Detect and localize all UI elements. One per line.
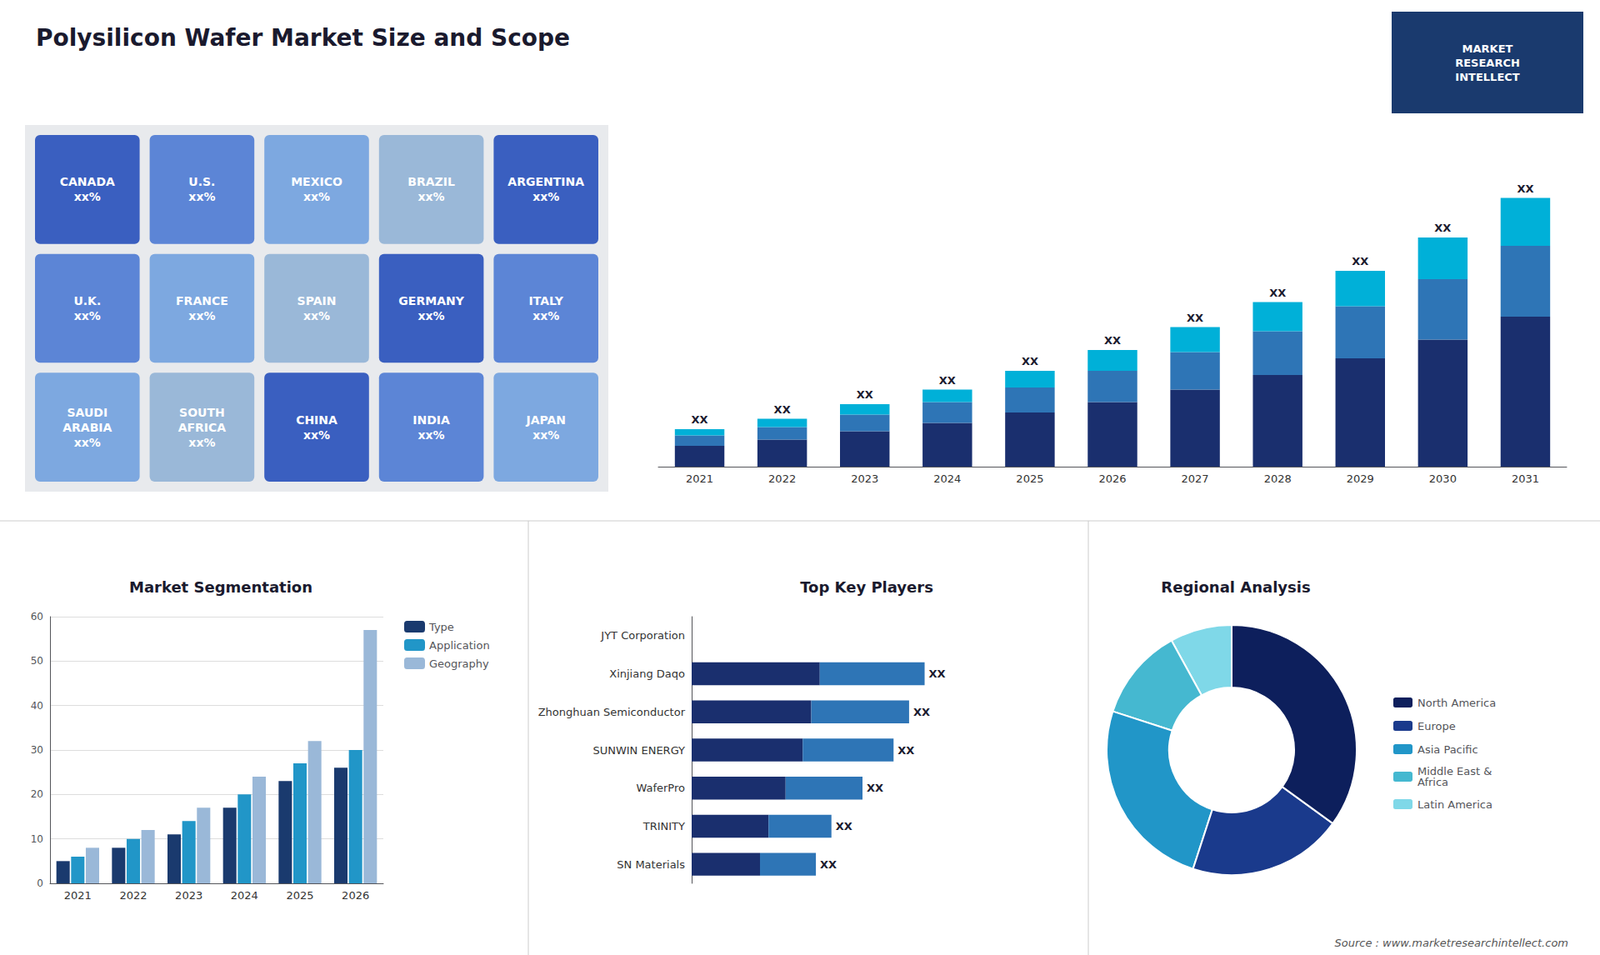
svg-text:XX: XX [1351, 255, 1369, 268]
svg-text:2022: 2022 [119, 889, 147, 902]
svg-text:2026: 2026 [1098, 472, 1126, 485]
svg-text:XX: XX [1269, 286, 1286, 300]
svg-text:Market Segmentation: Market Segmentation [129, 578, 313, 596]
svg-text:2021: 2021 [685, 472, 714, 485]
svg-text:ARGENTINA: ARGENTINA [507, 175, 585, 189]
svg-text:xx%: xx% [418, 428, 445, 442]
svg-text:MARKET: MARKET [1462, 42, 1514, 55]
svg-text:XX: XX [929, 667, 946, 680]
svg-text:2027: 2027 [1181, 472, 1210, 485]
svg-text:2031: 2031 [1511, 472, 1540, 485]
svg-text:U.K.: U.K. [73, 294, 101, 308]
svg-text:2024: 2024 [230, 889, 259, 902]
svg-text:xx%: xx% [74, 435, 101, 450]
svg-text:Regional Analysis: Regional Analysis [1160, 578, 1310, 596]
svg-text:xx%: xx% [303, 190, 330, 204]
svg-text:Xinjiang Daqo: Xinjiang Daqo [609, 667, 685, 680]
svg-text:BRAZIL: BRAZIL [407, 175, 455, 189]
svg-text:U.S.: U.S. [188, 175, 215, 189]
svg-text:xx%: xx% [74, 190, 101, 204]
svg-text:40: 40 [30, 700, 44, 712]
svg-text:2030: 2030 [1429, 472, 1457, 485]
svg-text:2029: 2029 [1346, 472, 1375, 485]
svg-text:JAPAN: JAPAN [525, 413, 566, 427]
svg-text:XX: XX [856, 388, 874, 401]
svg-text:North America: North America [1417, 696, 1496, 710]
svg-text:xx%: xx% [188, 309, 215, 323]
svg-text:ARABIA: ARABIA [62, 420, 112, 435]
svg-text:SAUDI: SAUDI [66, 405, 108, 420]
svg-text:xx%: xx% [303, 309, 330, 323]
svg-text:SN Materials: SN Materials [616, 858, 685, 871]
svg-text:2024: 2024 [933, 472, 961, 485]
svg-text:RESEARCH: RESEARCH [1455, 56, 1520, 70]
svg-text:SOUTH: SOUTH [179, 405, 225, 420]
svg-text:JYT Corporation: JYT Corporation [600, 629, 685, 642]
svg-text:2023: 2023 [850, 472, 879, 485]
svg-text:60: 60 [30, 610, 44, 623]
svg-text:2028: 2028 [1264, 472, 1292, 485]
svg-text:XX: XX [1021, 355, 1039, 368]
svg-text:SUNWIN ENERGY: SUNWIN ENERGY [592, 744, 685, 757]
svg-text:10: 10 [30, 833, 44, 845]
svg-text:2025: 2025 [285, 889, 314, 902]
svg-text:XX: XX [691, 413, 709, 426]
svg-text:xx%: xx% [418, 190, 445, 204]
svg-text:WaferPro: WaferPro [635, 781, 685, 795]
svg-text:INDIA: INDIA [412, 413, 450, 427]
svg-text:XX: XX [774, 403, 791, 416]
svg-text:XX: XX [939, 374, 956, 387]
svg-text:ITALY: ITALY [529, 294, 565, 308]
svg-text:xx%: xx% [74, 309, 101, 323]
svg-text:xx%: xx% [303, 428, 330, 442]
svg-text:Europe: Europe [1417, 720, 1456, 733]
svg-text:XX: XX [1516, 182, 1534, 195]
svg-text:Africa: Africa [1417, 775, 1449, 789]
svg-text:INTELLECT: INTELLECT [1455, 70, 1520, 84]
svg-text:XX: XX [820, 858, 837, 871]
svg-text:2023: 2023 [175, 889, 203, 902]
svg-text:0: 0 [36, 877, 44, 890]
svg-text:XX: XX [1186, 311, 1204, 325]
svg-text:MEXICO: MEXICO [290, 175, 343, 189]
svg-text:XX: XX [897, 744, 915, 757]
svg-text:50: 50 [30, 655, 44, 667]
svg-text:Polysilicon Wafer Market Size: Polysilicon Wafer Market Size and Scope [35, 24, 570, 52]
svg-text:Type: Type [428, 620, 455, 634]
svg-text:xx%: xx% [188, 190, 215, 204]
svg-text:Source : www.marketresearchint: Source : www.marketresearchintellect.com [1335, 936, 1570, 950]
svg-text:Middle East &: Middle East & [1417, 765, 1492, 778]
svg-text:FRANCE: FRANCE [175, 294, 229, 308]
svg-text:30: 30 [30, 744, 44, 756]
svg-text:XX: XX [913, 705, 930, 719]
svg-text:xx%: xx% [418, 309, 445, 323]
svg-text:2022: 2022 [768, 472, 796, 485]
svg-text:Latin America: Latin America [1417, 798, 1493, 811]
svg-text:xx%: xx% [188, 435, 215, 450]
svg-text:xx%: xx% [532, 309, 560, 323]
svg-text:CHINA: CHINA [295, 413, 338, 427]
svg-text:XX: XX [866, 781, 884, 795]
svg-text:AFRICA: AFRICA [178, 420, 227, 435]
svg-text:SPAIN: SPAIN [297, 294, 337, 308]
svg-text:Geography: Geography [429, 657, 490, 670]
svg-text:GERMANY: GERMANY [398, 294, 465, 308]
svg-text:2021: 2021 [64, 889, 92, 902]
svg-text:TRINITY: TRINITY [642, 820, 685, 833]
svg-text:xx%: xx% [532, 428, 560, 442]
svg-text:Asia Pacific: Asia Pacific [1417, 743, 1479, 756]
svg-text:xx%: xx% [532, 190, 560, 204]
svg-text:XX: XX [1434, 221, 1451, 235]
svg-text:2025: 2025 [1015, 472, 1044, 485]
svg-text:Application: Application [429, 639, 490, 652]
svg-text:Top Key Players: Top Key Players [800, 578, 934, 596]
svg-text:2026: 2026 [341, 889, 370, 902]
svg-text:XX: XX [1104, 334, 1121, 347]
svg-text:XX: XX [835, 820, 853, 833]
svg-text:Zhonghuan Semiconductor: Zhonghuan Semiconductor [538, 705, 686, 719]
svg-text:CANADA: CANADA [60, 175, 115, 189]
svg-text:20: 20 [30, 788, 44, 800]
